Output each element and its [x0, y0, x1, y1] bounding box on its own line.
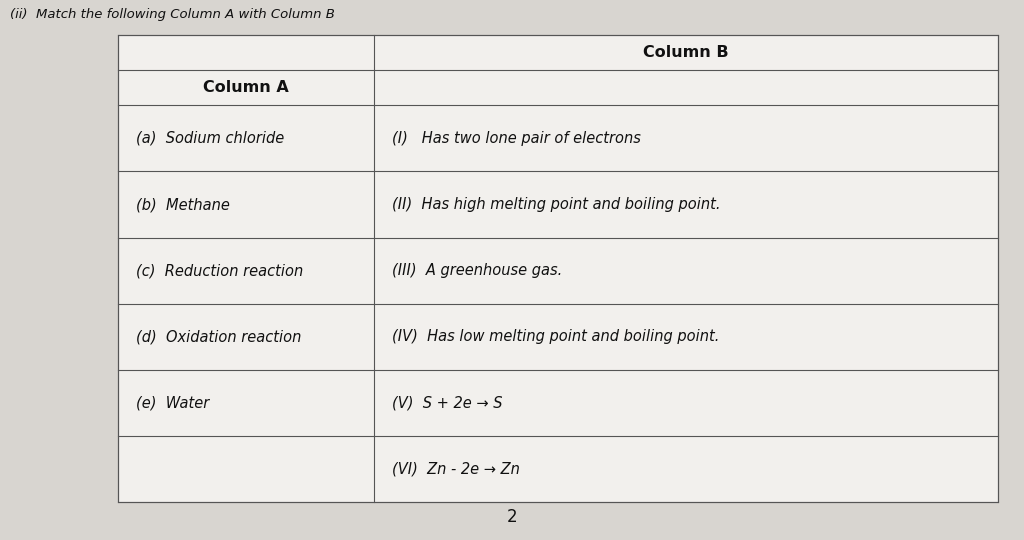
- Text: (VI)  Zn - 2e → Zn: (VI) Zn - 2e → Zn: [392, 462, 520, 477]
- Text: (ii)  Match the following Column A with Column B: (ii) Match the following Column A with C…: [10, 8, 335, 21]
- Text: (III)  A greenhouse gas.: (III) A greenhouse gas.: [392, 263, 562, 278]
- Text: (d)  Oxidation reaction: (d) Oxidation reaction: [136, 329, 301, 345]
- Text: (e)  Water: (e) Water: [136, 395, 210, 410]
- Text: 2: 2: [507, 509, 517, 526]
- Text: Column B: Column B: [643, 45, 729, 60]
- Text: (IV)  Has low melting point and boiling point.: (IV) Has low melting point and boiling p…: [392, 329, 720, 345]
- Text: Column A: Column A: [203, 80, 289, 95]
- Text: (II)  Has high melting point and boiling point.: (II) Has high melting point and boiling …: [392, 197, 721, 212]
- Text: (V)  S + 2e → S: (V) S + 2e → S: [392, 395, 503, 410]
- Text: (I)   Has two lone pair of electrons: (I) Has two lone pair of electrons: [392, 131, 641, 146]
- Text: (c)  Reduction reaction: (c) Reduction reaction: [136, 263, 303, 278]
- Text: (b)  Methane: (b) Methane: [136, 197, 230, 212]
- Text: (a)  Sodium chloride: (a) Sodium chloride: [136, 131, 285, 146]
